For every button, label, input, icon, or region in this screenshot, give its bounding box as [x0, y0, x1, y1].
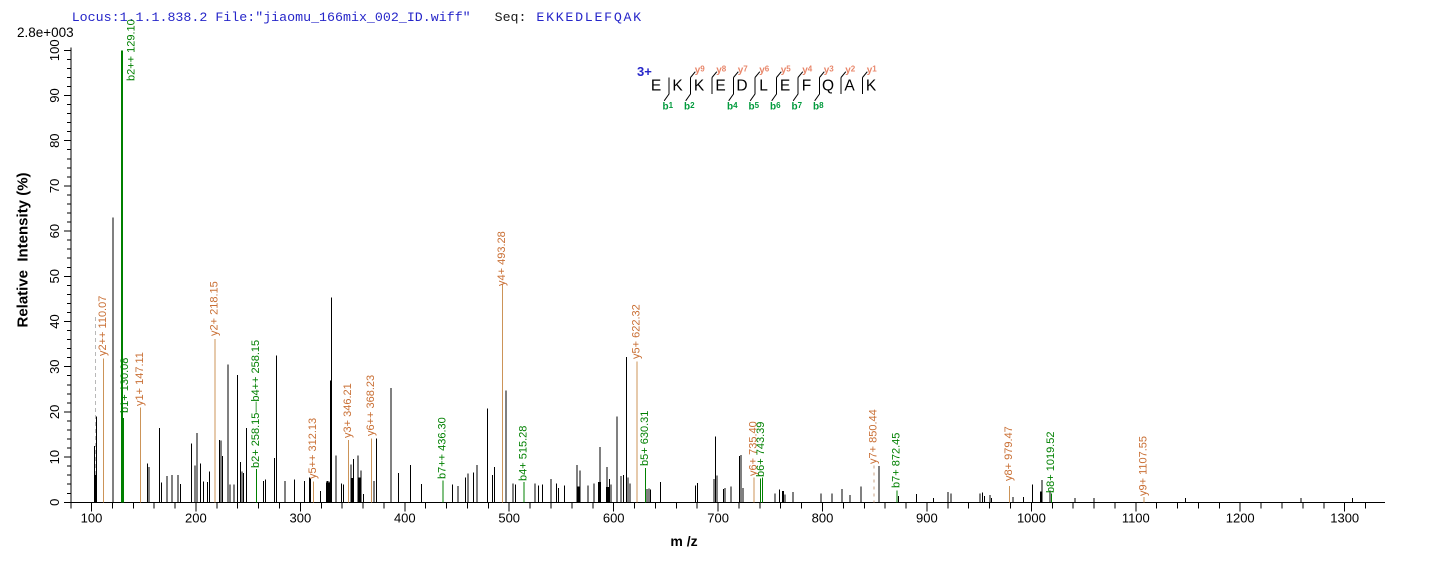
- svg-text:y3: y3: [824, 65, 835, 77]
- svg-text:Relative Intensity (%): Relative Intensity (%): [15, 172, 32, 327]
- svg-text:600: 600: [603, 511, 625, 526]
- svg-text:100: 100: [81, 511, 103, 526]
- svg-text:b6: b6: [770, 101, 781, 113]
- svg-text:y5+ 622.32: y5+ 622.32: [631, 304, 643, 359]
- svg-text:b8+ 1019.52: b8+ 1019.52: [1045, 432, 1057, 493]
- svg-text:b8: b8: [813, 101, 824, 113]
- svg-text:90: 90: [47, 88, 62, 102]
- svg-text:70: 70: [47, 179, 62, 193]
- svg-text:20: 20: [47, 405, 62, 419]
- svg-text:2.8e+003: 2.8e+003: [17, 25, 74, 40]
- svg-text:1000: 1000: [1017, 511, 1046, 526]
- svg-text:200: 200: [185, 511, 207, 526]
- svg-text:y5: y5: [781, 65, 792, 77]
- svg-text:y7+ 850.44: y7+ 850.44: [867, 409, 879, 464]
- svg-text:y6: y6: [759, 65, 770, 77]
- svg-text:900: 900: [916, 511, 938, 526]
- svg-text:y6+ 735.40: y6+ 735.40: [748, 421, 760, 476]
- svg-text:400: 400: [394, 511, 416, 526]
- svg-text:y9+ 1107.55: y9+ 1107.55: [1137, 436, 1149, 496]
- svg-text:A: A: [844, 78, 855, 95]
- svg-text:3+: 3+: [637, 64, 652, 79]
- svg-text:b7++ 436.30: b7++ 436.30: [436, 417, 448, 479]
- svg-text:m /z: m /z: [670, 533, 697, 549]
- svg-text:E: E: [780, 78, 790, 95]
- svg-text:b6+ 743.39: b6+ 743.39: [755, 422, 767, 477]
- svg-text:D: D: [736, 78, 747, 95]
- svg-text:E: E: [715, 78, 725, 95]
- svg-text:b2: b2: [684, 101, 695, 113]
- svg-text:b1: b1: [663, 101, 674, 113]
- svg-text:y1+ 147.11: y1+ 147.11: [134, 352, 146, 406]
- svg-text:10: 10: [47, 450, 62, 464]
- svg-text:b1+ 130.08: b1+ 130.08: [119, 358, 131, 413]
- svg-text:y8: y8: [716, 65, 727, 77]
- svg-text:L: L: [759, 78, 768, 95]
- svg-text:0: 0: [47, 499, 62, 506]
- svg-text:Seq:: Seq:: [495, 10, 527, 25]
- svg-text:E: E: [651, 78, 661, 95]
- svg-text:K: K: [866, 78, 877, 95]
- svg-text:b5+ 630.31: b5+ 630.31: [639, 411, 651, 466]
- svg-text:Q: Q: [822, 78, 834, 95]
- svg-text:b4+ 515.28: b4+ 515.28: [518, 426, 530, 481]
- svg-text:60: 60: [47, 224, 62, 238]
- svg-text:EKKEDLEFQAK: EKKEDLEFQAK: [536, 10, 642, 25]
- svg-text:100: 100: [47, 39, 62, 61]
- svg-text:40: 40: [47, 314, 62, 328]
- svg-text:K: K: [672, 78, 683, 95]
- svg-text:y2++ 110.07: y2++ 110.07: [97, 296, 109, 356]
- svg-text:b2++ 129.10: b2++ 129.10: [126, 19, 138, 81]
- svg-text:y5++ 312.13: y5++ 312.13: [307, 418, 319, 479]
- svg-text:y8+ 979.47: y8+ 979.47: [1003, 426, 1015, 481]
- svg-text:b4: b4: [727, 101, 738, 113]
- svg-text:y3+ 346.21: y3+ 346.21: [342, 383, 354, 438]
- svg-text:300: 300: [290, 511, 312, 526]
- svg-text:1200: 1200: [1226, 511, 1255, 526]
- svg-text:b2+ 258.15—b4++ 258.15: b2+ 258.15—b4++ 258.15: [250, 340, 262, 468]
- svg-text:1100: 1100: [1122, 511, 1150, 526]
- svg-text:Locus:1.1.1.838.2 File:"jiaomu: Locus:1.1.1.838.2 File:"jiaomu_166mix_00…: [72, 10, 471, 25]
- svg-text:y4: y4: [802, 65, 813, 77]
- svg-text:y9: y9: [695, 65, 706, 77]
- svg-text:30: 30: [47, 359, 62, 373]
- svg-text:800: 800: [812, 511, 834, 526]
- svg-text:y6++ 368.23: y6++ 368.23: [365, 375, 377, 436]
- svg-text:y4+ 493.28: y4+ 493.28: [496, 231, 508, 286]
- svg-text:50: 50: [47, 269, 62, 283]
- svg-text:b5: b5: [749, 101, 760, 113]
- svg-text:K: K: [694, 78, 705, 95]
- svg-text:y2: y2: [845, 65, 856, 77]
- svg-text:y2+ 218.15: y2+ 218.15: [208, 281, 220, 336]
- svg-text:1300: 1300: [1330, 511, 1359, 526]
- svg-text:500: 500: [498, 511, 520, 526]
- svg-text:80: 80: [47, 133, 62, 147]
- svg-text:y7: y7: [738, 65, 749, 77]
- svg-text:b7: b7: [792, 101, 803, 113]
- svg-text:y1: y1: [867, 65, 878, 77]
- svg-text:b7+ 872.45: b7+ 872.45: [891, 433, 903, 488]
- svg-text:F: F: [802, 78, 811, 95]
- svg-text:700: 700: [707, 511, 729, 526]
